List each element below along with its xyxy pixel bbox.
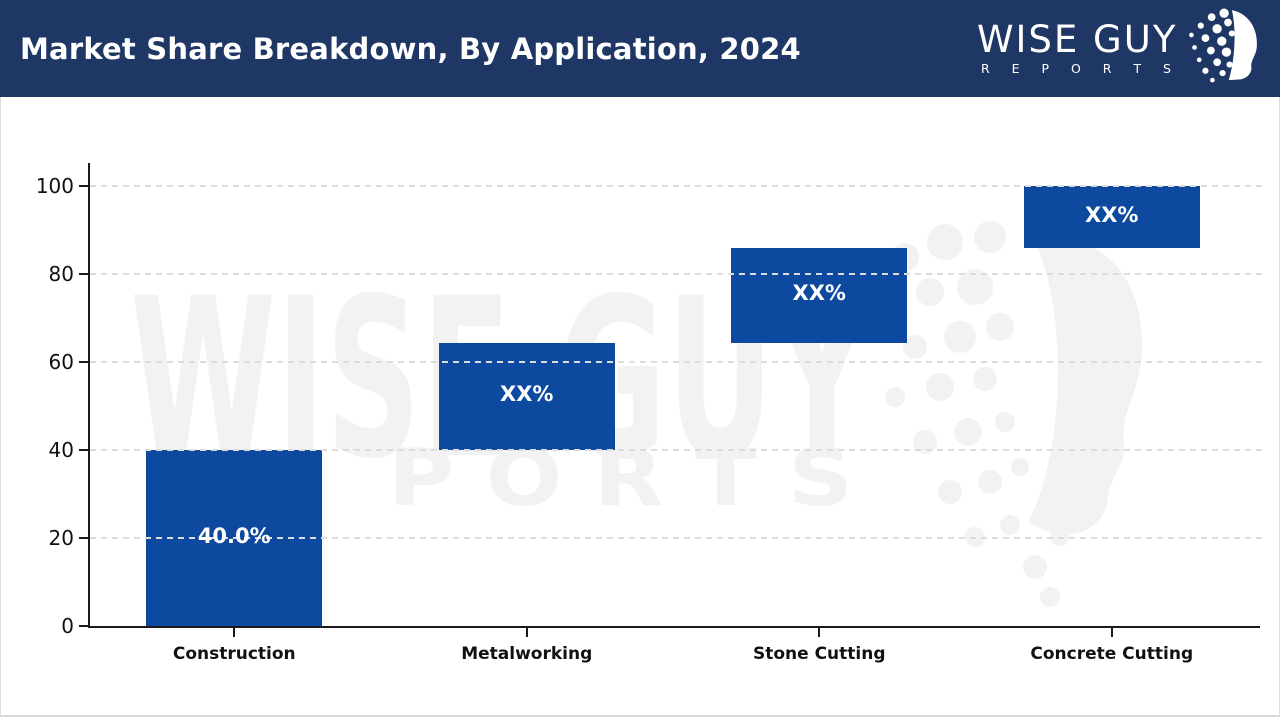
x-tick	[233, 628, 236, 637]
x-category-label: Metalworking	[461, 644, 593, 664]
wise-guy-logo: WISE GUY R E P O R T S	[977, 7, 1260, 91]
gridline	[90, 361, 1266, 363]
y-axis-line	[88, 163, 90, 628]
x-tick	[525, 628, 528, 637]
logo-wordmark: WISE GUY	[976, 18, 1178, 61]
logo-subtext: R E P O R T S	[980, 61, 1180, 76]
bar-value-label: XX%	[1085, 202, 1139, 227]
y-tick-label: 20	[48, 526, 74, 550]
y-tick	[79, 273, 88, 275]
bar-value-label: XX%	[792, 281, 846, 306]
logo-text: WISE GUY R E P O R T S	[977, 21, 1180, 76]
gridline	[90, 185, 1266, 187]
bar-segment-metalworking	[438, 342, 615, 450]
x-category-label: Construction	[172, 644, 296, 664]
y-tick	[79, 537, 88, 539]
y-tick-label: 0	[61, 614, 74, 638]
bar-segment-concrete-cutting	[1023, 186, 1200, 248]
x-category-label: Concrete Cutting	[1030, 644, 1194, 664]
gridline	[90, 537, 1266, 539]
plot-area: 0 20 40 60 80 100 40.0% Construction XX% Metalwor…	[36, 163, 1266, 664]
bar-value-label: XX%	[500, 382, 554, 407]
y-tick	[79, 449, 88, 451]
bar-value-label: 40.0%	[197, 524, 271, 548]
logo-head-icon	[1189, 8, 1257, 82]
x-category-label: Stone Cutting	[752, 644, 886, 664]
header-band: Market Share Breakdown, By Application, …	[0, 0, 1280, 97]
y-tick-label: 40	[48, 438, 74, 462]
x-axis-line	[88, 626, 1260, 628]
y-tick-label: 80	[48, 262, 74, 286]
y-tick	[79, 185, 88, 187]
x-tick	[818, 628, 821, 637]
gridline	[90, 449, 1266, 451]
chart-title: Market Share Breakdown, By Application, …	[20, 31, 801, 66]
y-tick	[79, 625, 88, 627]
y-tick-label: 60	[48, 350, 74, 374]
x-tick	[1110, 628, 1113, 637]
y-tick-label: 100	[35, 174, 74, 198]
y-tick	[79, 361, 88, 363]
gridline	[90, 273, 1266, 275]
